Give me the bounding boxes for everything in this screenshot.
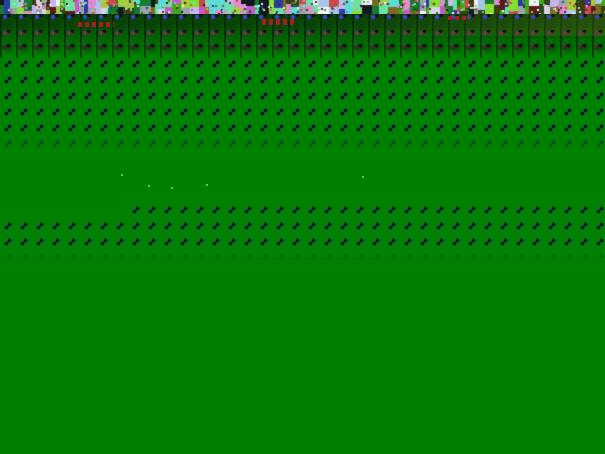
plain-green-band — [0, 152, 605, 204]
magenta-dot-row-1 — [0, 30, 605, 37]
blue-dot-row — [0, 14, 605, 21]
bright-speck — [171, 187, 173, 189]
missing-dots-patch — [0, 204, 126, 217]
solid-green-area — [0, 262, 605, 454]
magenta-dot-row-2 — [0, 44, 605, 51]
bright-speck — [148, 185, 150, 187]
bright-speck — [206, 184, 208, 186]
dot-fade-upper — [0, 134, 605, 152]
noise-band — [0, 0, 605, 14]
bright-speck — [121, 174, 123, 176]
red-glitch-streak — [262, 19, 296, 25]
red-glitch-streak — [78, 22, 114, 27]
bright-speck — [362, 176, 364, 178]
red-glitch-streak — [448, 16, 470, 20]
glitch-band — [0, 14, 605, 58]
dot-fade-lower — [0, 246, 605, 262]
